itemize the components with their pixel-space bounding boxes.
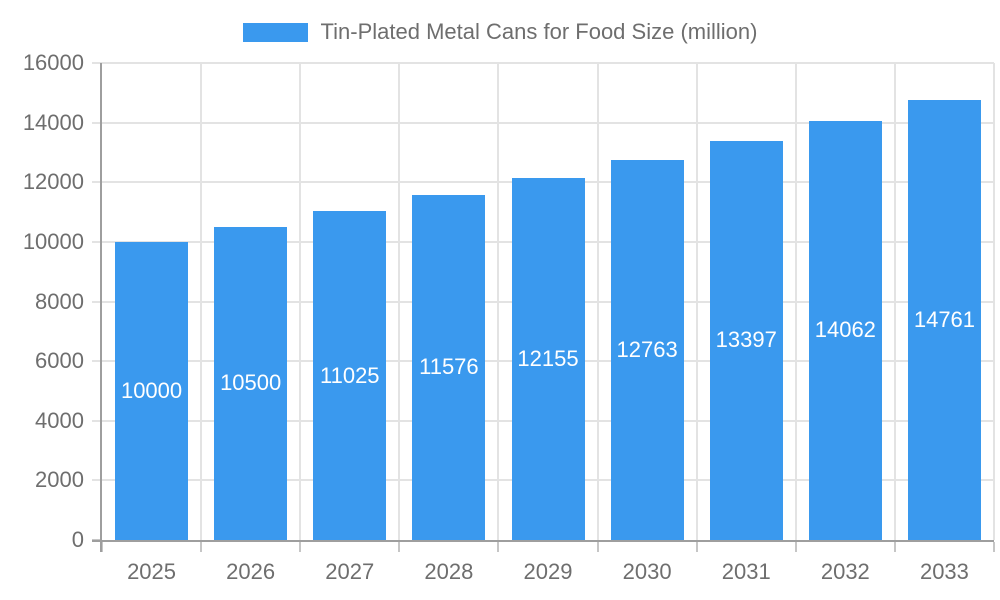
bar-value-label: 10000 [120, 377, 183, 403]
bar[interactable] [808, 120, 882, 540]
x-tick-mark [695, 542, 698, 552]
bar[interactable] [412, 194, 486, 540]
bar[interactable] [709, 140, 783, 540]
x-tick-mark [596, 542, 599, 552]
y-tick-label: 16000 [22, 50, 84, 75]
x-tick-label: 2026 [226, 559, 276, 584]
bar[interactable] [214, 226, 288, 540]
y-axis-line [100, 63, 102, 552]
x-tick-mark [497, 542, 500, 552]
y-tick-label: 12000 [22, 169, 84, 195]
x-tick-label: 2028 [424, 559, 474, 584]
bar-value-label: 11576 [419, 354, 479, 380]
x-tick-mark [993, 542, 995, 552]
x-tick-label: 2033 [919, 559, 969, 584]
legend-item[interactable]: Tin-Plated Metal Cans for Food Size (mil… [0, 19, 1000, 45]
gridline-horizontal [92, 62, 994, 64]
gridline-vertical [200, 63, 203, 540]
bar-value-label: 11025 [319, 362, 380, 388]
bar-value-label: 12763 [616, 336, 678, 362]
gridline-vertical [893, 63, 896, 540]
bar-value-label: 12155 [517, 345, 579, 371]
bar[interactable] [610, 159, 684, 540]
gridline-vertical [299, 63, 302, 540]
x-tick-mark [398, 542, 401, 552]
x-tick-mark [299, 542, 302, 552]
x-tick-label: 2031 [721, 559, 771, 584]
x-tick-mark [893, 542, 896, 552]
bar[interactable] [313, 211, 387, 540]
bar[interactable] [115, 241, 189, 540]
x-tick-mark [794, 542, 797, 552]
x-axis-line [92, 540, 994, 542]
gridline-horizontal [92, 121, 994, 124]
x-tick-label: 2029 [523, 559, 573, 584]
x-tick-label: 2027 [325, 559, 375, 584]
bar-value-label: 14062 [814, 317, 876, 343]
y-tick-label: 14000 [22, 109, 84, 135]
y-tick-label: 2000 [35, 467, 84, 493]
y-tick-label: 10000 [22, 228, 84, 254]
legend-swatch [242, 22, 308, 42]
x-tick-label: 2032 [820, 559, 870, 584]
gridline-vertical [398, 63, 401, 540]
y-tick-label: 0 [71, 527, 84, 552]
x-tick-label: 2030 [622, 559, 672, 584]
bar[interactable] [907, 99, 981, 540]
gridline-vertical [596, 63, 599, 540]
bar-value-label: 10500 [220, 370, 282, 396]
x-tick-mark [200, 542, 203, 552]
bar-value-label: 13397 [715, 327, 777, 353]
bar-value-label: 14761 [913, 306, 976, 332]
x-tick-label: 2025 [127, 559, 177, 584]
y-tick-label: 4000 [35, 407, 84, 433]
x-tick-mark [101, 542, 103, 552]
gridline-vertical [794, 63, 797, 540]
y-tick-label: 8000 [35, 288, 84, 314]
legend-label: Tin-Plated Metal Cans for Food Size (mil… [320, 19, 758, 44]
y-tick-label: 6000 [35, 348, 84, 374]
plot-area: 0 2000 4000 6000 8000 10000 12000 14000 16000 100… [23, 52, 995, 583]
gridline-vertical [695, 63, 698, 540]
gridline-vertical [993, 63, 995, 540]
gridline-vertical [497, 63, 500, 540]
bar[interactable] [511, 177, 585, 540]
